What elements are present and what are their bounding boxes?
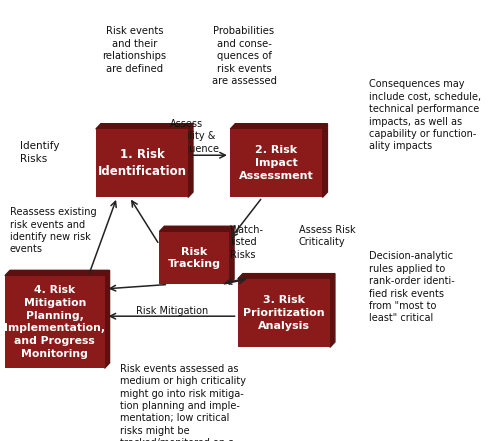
Polygon shape [238,273,335,279]
Polygon shape [229,226,234,284]
Text: Reassess existing
risk events and
identify new risk
events: Reassess existing risk events and identi… [10,207,97,254]
Text: Decision-analytic
rules applied to
rank-order identi-
fied risk events
from "mos: Decision-analytic rules applied to rank-… [369,251,454,323]
Polygon shape [188,123,193,198]
Text: Assess Risk
Criticality: Assess Risk Criticality [299,225,356,247]
Polygon shape [230,123,328,129]
FancyBboxPatch shape [96,129,188,198]
Text: Identify
Risks: Identify Risks [20,141,59,164]
Text: Watch-
listed
Risks: Watch- listed Risks [230,225,264,260]
Text: Probabilities
and conse-
quences of
risk events
are assessed: Probabilities and conse- quences of risk… [212,26,276,86]
FancyBboxPatch shape [230,129,323,198]
FancyBboxPatch shape [159,232,229,284]
FancyBboxPatch shape [5,276,105,368]
Text: Risk events assessed as
medium or high criticality
might go into risk mitiga-
ti: Risk events assessed as medium or high c… [120,364,246,441]
Polygon shape [96,123,193,129]
Text: Consequences may
include cost, schedule,
technical performance
impacts, as well : Consequences may include cost, schedule,… [369,79,481,151]
Polygon shape [5,270,110,276]
Polygon shape [105,270,110,368]
Text: Risk
Tracking: Risk Tracking [168,247,221,269]
Text: Assess
Probaility &
Consequence: Assess Probaility & Consequence [154,119,220,154]
Text: 1. Risk
Identification: 1. Risk Identification [98,149,186,178]
Text: Risk Mitigation: Risk Mitigation [135,306,208,317]
FancyBboxPatch shape [238,279,330,348]
Polygon shape [159,226,234,232]
Text: 2. Risk
Impact
Assessment: 2. Risk Impact Assessment [239,146,314,181]
Text: Risk events
and their
relationships
are defined: Risk events and their relationships are … [103,26,166,74]
Text: 4. Risk
Mitigation
Planning,
Implementation,
and Progress
Monitoring: 4. Risk Mitigation Planning, Implementat… [4,285,106,359]
Text: 3. Risk
Prioritization
Analysis: 3. Risk Prioritization Analysis [243,295,325,331]
Polygon shape [323,123,328,198]
Polygon shape [330,273,335,348]
